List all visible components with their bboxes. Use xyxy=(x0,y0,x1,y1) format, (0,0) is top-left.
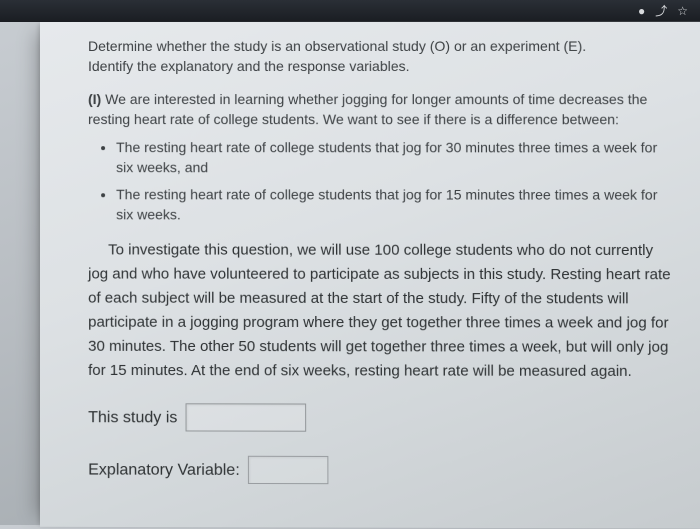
star-icon[interactable]: ☆ xyxy=(677,5,688,17)
body-paragraph: To investigate this question, we will us… xyxy=(88,239,676,385)
intro-line-1: Determine whether the study is an observ… xyxy=(88,38,586,54)
intro-text: Determine whether the study is an observ… xyxy=(88,36,675,77)
explanatory-input[interactable] xyxy=(248,456,329,484)
list-item: The resting heart rate of college studen… xyxy=(116,137,675,178)
bullet-list: The resting heart rate of college studen… xyxy=(116,137,675,225)
part-I: (I) We are interested in learning whethe… xyxy=(88,89,675,130)
explanatory-row: Explanatory Variable: xyxy=(88,456,676,486)
study-type-input[interactable] xyxy=(185,404,306,432)
part-label: (I) xyxy=(88,91,101,107)
study-type-row: This study is xyxy=(88,403,676,432)
browser-top-bar: ● ⤴ ☆ xyxy=(0,0,700,22)
part-text: We are interested in learning whether jo… xyxy=(88,91,647,128)
question-page: Determine whether the study is an observ… xyxy=(40,22,700,529)
explanatory-label: Explanatory Variable: xyxy=(88,458,240,482)
intro-line-2: Identify the explanatory and the respons… xyxy=(88,58,410,74)
study-type-label: This study is xyxy=(88,406,177,430)
share-icon[interactable]: ⤴ xyxy=(655,5,667,17)
list-item: The resting heart rate of college studen… xyxy=(116,184,675,225)
dot-icon: ● xyxy=(638,5,645,17)
